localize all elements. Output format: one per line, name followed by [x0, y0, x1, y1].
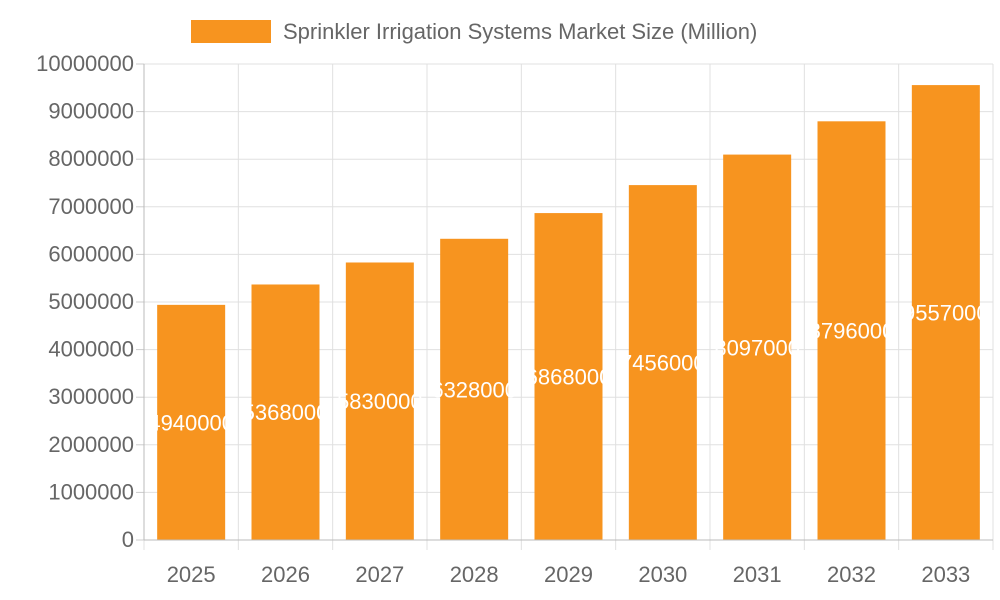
legend-label: Sprinkler Irrigation Systems Market Size…: [283, 19, 757, 44]
data-label: 4940000: [148, 410, 234, 435]
x-tick-label: 2030: [638, 562, 687, 587]
x-tick-label: 2027: [355, 562, 404, 587]
bar: [345, 262, 414, 540]
bar: [534, 213, 603, 541]
data-label: 5830000: [337, 389, 423, 414]
legend-swatch: [191, 20, 271, 43]
y-tick-label: 9000000: [48, 99, 134, 124]
y-tick-label: 2000000: [48, 432, 134, 457]
bar: [817, 121, 886, 541]
x-tick-label: 2028: [450, 562, 499, 587]
y-tick-label: 6000000: [48, 241, 134, 266]
x-tick-label: 2029: [544, 562, 593, 587]
axes: 0 1000000 2000000 3000000 4000000 5000000 6000…: [36, 51, 993, 587]
y-tick-label: 10000000: [36, 51, 134, 76]
data-label: 8097000: [714, 335, 800, 360]
y-tick-label: 5000000: [48, 289, 134, 314]
x-tick-label: 2025: [167, 562, 216, 587]
x-tick-label: 2032: [827, 562, 876, 587]
y-tick-label: 1000000: [48, 479, 134, 504]
y-tick-label: 7000000: [48, 194, 134, 219]
bars: [157, 85, 980, 541]
data-label: 9557000: [903, 301, 989, 326]
y-tick-label: 0: [122, 527, 134, 552]
x-tick-label: 2026: [261, 562, 310, 587]
data-label: 6328000: [431, 377, 517, 402]
x-tick-label: 2033: [921, 562, 970, 587]
bar: [251, 284, 320, 540]
bar: [157, 304, 226, 540]
data-label: 6868000: [526, 365, 612, 390]
legend: Sprinkler Irrigation Systems Market Size…: [191, 19, 757, 44]
y-tick-label: 4000000: [48, 337, 134, 362]
bar: [628, 185, 697, 540]
data-label: 7456000: [620, 351, 706, 376]
data-labels: 4940000 5368000 5830000 6328000 6868000 74560…: [148, 301, 988, 436]
y-tick-label: 8000000: [48, 146, 134, 171]
bar: [911, 85, 980, 541]
bar: [440, 238, 509, 540]
data-label: 5368000: [243, 400, 329, 425]
x-tick-label: 2031: [733, 562, 782, 587]
data-label: 8796000: [809, 319, 895, 344]
y-tick-label: 3000000: [48, 384, 134, 409]
bar: [723, 154, 792, 540]
